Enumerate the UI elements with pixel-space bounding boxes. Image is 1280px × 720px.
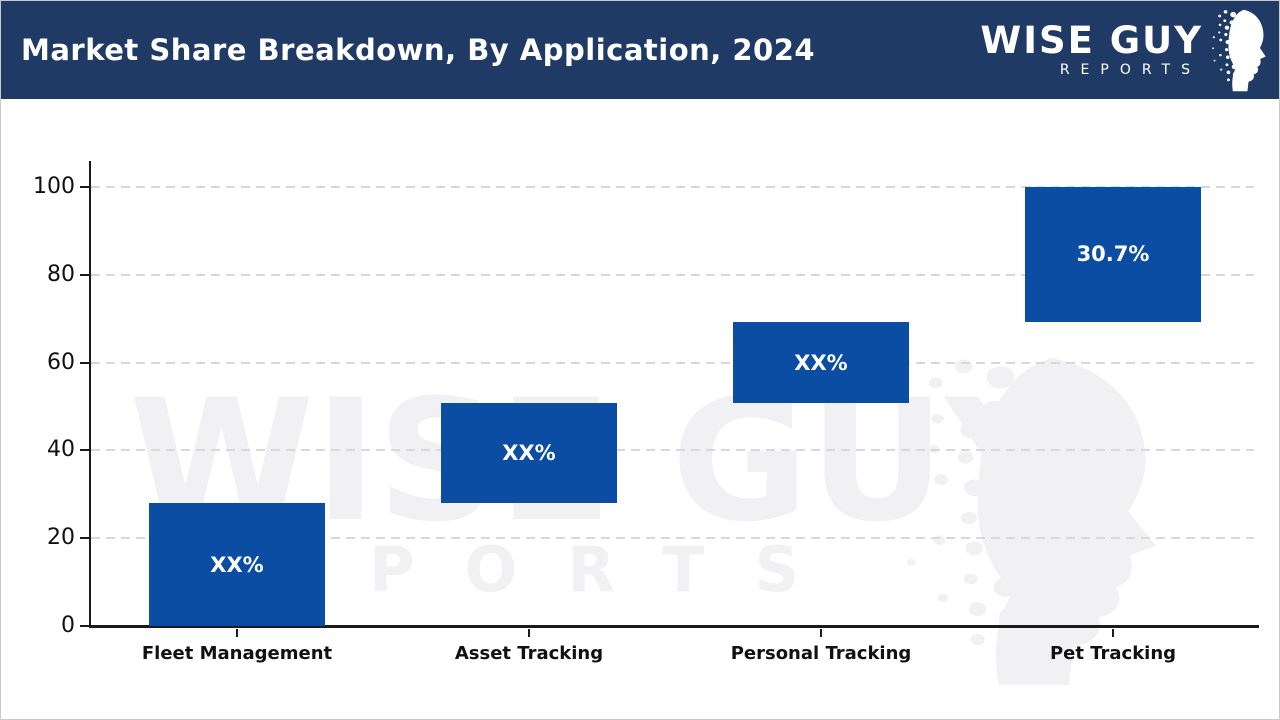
- y-tick-label: 100: [33, 174, 75, 199]
- page-title: Market Share Breakdown, By Application, …: [21, 33, 816, 67]
- gridline: [91, 449, 1254, 452]
- bar-pet-tracking: 30.7%: [1025, 187, 1201, 322]
- header-bar: Market Share Breakdown, By Application, …: [1, 1, 1279, 99]
- gridline: [91, 361, 1254, 364]
- wise-guy-logo: WISE GUY REPORTS: [980, 5, 1273, 95]
- gridline: [91, 186, 1254, 188]
- y-tick-mark: [80, 361, 89, 364]
- gridline: [91, 537, 1254, 540]
- dotted-head-icon: [1212, 9, 1266, 92]
- x-category-label: Pet Tracking: [1049, 643, 1177, 664]
- gridline: [91, 273, 1254, 276]
- logo-subtitle: REPORTS: [1059, 62, 1201, 79]
- logo-wordmark: WISE GUY: [980, 18, 1203, 62]
- y-tick-label: 60: [47, 349, 75, 375]
- y-axis-spine: [89, 161, 91, 626]
- x-category-label: Fleet Management: [141, 643, 333, 664]
- bar-value-label: XX%: [502, 441, 556, 466]
- y-tick-label: 80: [47, 261, 75, 287]
- y-tick-mark: [80, 537, 89, 540]
- x-category-label: Asset Tracking: [454, 643, 604, 664]
- y-tick-mark: [80, 625, 89, 627]
- y-tick-label: 20: [47, 525, 75, 551]
- x-axis-spine: [89, 625, 1259, 628]
- y-tick-mark: [80, 449, 89, 452]
- y-tick-mark: [80, 273, 89, 276]
- chart-area: WISE GUY REPORTS 0 20 40 60 80 100 XX% Fleet Ma…: [1, 99, 1279, 719]
- x-tick-mark: [820, 629, 822, 637]
- x-tick-mark: [528, 629, 530, 637]
- bar-personal-tracking: XX%: [733, 321, 909, 404]
- y-tick-mark: [80, 186, 89, 188]
- x-tick-mark: [1112, 629, 1114, 637]
- bar-value-label: XX%: [794, 350, 848, 375]
- x-tick-mark: [236, 629, 238, 637]
- y-tick-label: 0: [61, 613, 75, 638]
- y-tick-label: 40: [47, 437, 75, 463]
- logo-text: WISE GUY REPORTS: [980, 18, 1203, 79]
- bar-value-label: XX%: [210, 552, 264, 577]
- x-category-label: Personal Tracking: [730, 643, 912, 664]
- bar-fleet-management: XX%: [149, 503, 325, 626]
- bar-value-label: 30.7%: [1076, 242, 1150, 267]
- bar-asset-tracking: XX%: [441, 403, 617, 504]
